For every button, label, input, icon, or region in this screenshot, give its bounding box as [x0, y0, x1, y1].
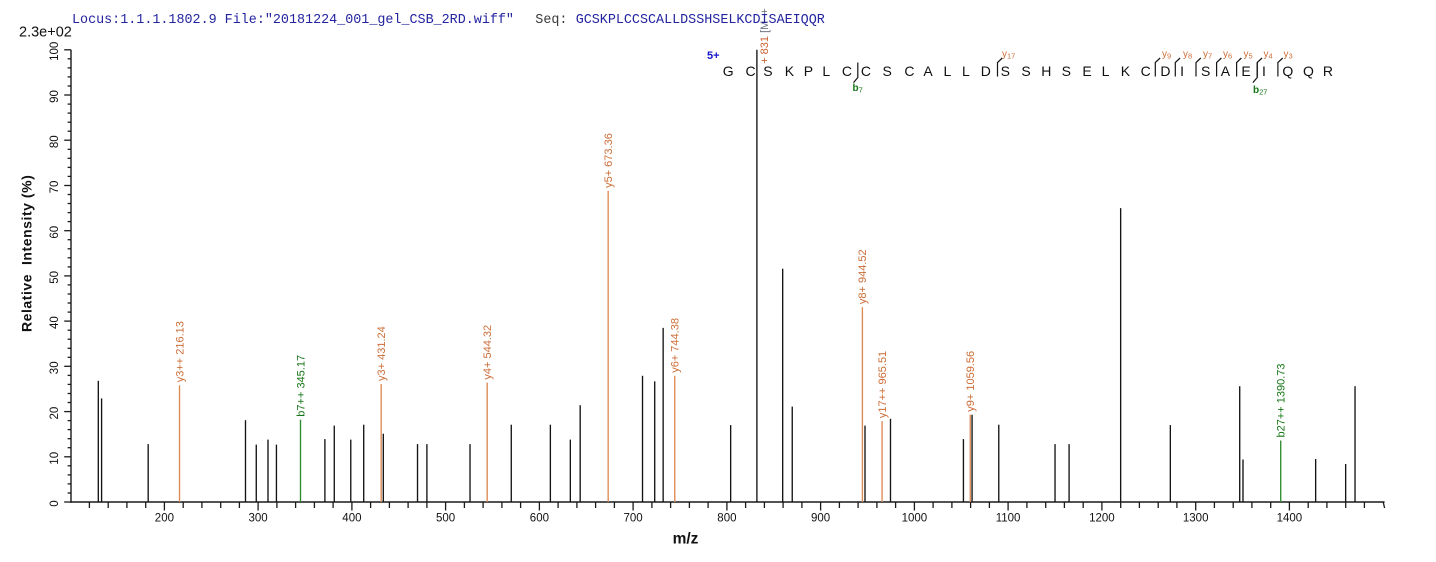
- svg-text:800: 800: [717, 513, 736, 525]
- svg-text:K: K: [1121, 63, 1131, 79]
- svg-text:100: 100: [49, 42, 61, 61]
- svg-text:R: R: [1323, 63, 1333, 79]
- svg-text:y4+ 544.32: y4+ 544.32: [482, 325, 494, 380]
- svg-text:C: C: [746, 63, 756, 79]
- svg-text:H: H: [1041, 63, 1051, 79]
- svg-text:S: S: [883, 63, 892, 79]
- svg-text:b27++ 1390.73: b27++ 1390.73: [1276, 363, 1288, 437]
- svg-text:C: C: [904, 63, 914, 79]
- svg-text:1300: 1300: [1183, 513, 1209, 525]
- svg-text:C: C: [1141, 63, 1151, 79]
- svg-text:40: 40: [49, 316, 61, 329]
- svg-text:S: S: [1001, 63, 1010, 79]
- svg-text:E: E: [1082, 63, 1091, 79]
- svg-text:A: A: [923, 63, 933, 79]
- svg-text:y7: y7: [1203, 49, 1212, 61]
- svg-text:C: C: [842, 63, 852, 79]
- svg-text:20: 20: [49, 407, 61, 420]
- svg-text:500: 500: [436, 513, 455, 525]
- svg-text:S: S: [1021, 63, 1030, 79]
- svg-text:L: L: [822, 63, 830, 79]
- svg-text:70: 70: [49, 181, 61, 194]
- svg-text:y3++ 216.13: y3++ 216.13: [174, 321, 186, 382]
- svg-text:Relative Intensity (%): Relative Intensity (%): [19, 175, 35, 332]
- svg-text:400: 400: [342, 513, 361, 525]
- svg-text:y17++ 965.51: y17++ 965.51: [877, 351, 889, 418]
- svg-text:y17: y17: [1002, 49, 1015, 61]
- svg-text:Seq:: Seq:: [535, 13, 567, 28]
- svg-text:700: 700: [624, 513, 643, 525]
- svg-text:D: D: [1160, 63, 1170, 79]
- svg-text:Locus:1.1.1.1802.9 File:"20181: Locus:1.1.1.1802.9 File:"20181224_001_ge…: [72, 13, 514, 28]
- svg-text:y3: y3: [1284, 49, 1293, 61]
- svg-text:y8+ 944.52: y8+ 944.52: [857, 249, 869, 304]
- svg-text:y3+ 431.24: y3+ 431.24: [376, 326, 388, 381]
- svg-text:y9: y9: [1162, 49, 1171, 61]
- svg-text:L: L: [1102, 63, 1110, 79]
- svg-text:y6+ 744.38: y6+ 744.38: [670, 318, 682, 373]
- svg-text:y6: y6: [1223, 49, 1232, 61]
- svg-text:200: 200: [155, 513, 174, 525]
- svg-text:m/z: m/z: [673, 531, 699, 548]
- svg-text:1000: 1000: [902, 513, 928, 525]
- svg-text:I: I: [1262, 63, 1266, 79]
- svg-text:D: D: [981, 63, 991, 79]
- svg-text:+ 831 [M +: + 831 [M +: [759, 8, 771, 64]
- svg-text:Q: Q: [1282, 63, 1293, 79]
- svg-text:y9+ 1059.56: y9+ 1059.56: [965, 351, 977, 412]
- svg-text:GCSKPLCCSCALLDSSHSELKCDISAEIQQ: GCSKPLCCSCALLDSSHSELKCDISAEIQQR: [576, 13, 825, 28]
- svg-text:K: K: [785, 63, 795, 79]
- svg-text:S: S: [763, 63, 772, 79]
- svg-text:b7++ 345.17: b7++ 345.17: [295, 355, 307, 417]
- svg-text:10: 10: [49, 452, 61, 465]
- svg-text:C: C: [861, 63, 871, 79]
- svg-text:y5+ 673.36: y5+ 673.36: [603, 133, 615, 188]
- svg-text:1100: 1100: [996, 513, 1021, 525]
- svg-text:L: L: [944, 63, 952, 79]
- svg-text:60: 60: [49, 226, 61, 239]
- svg-text:0: 0: [49, 500, 61, 506]
- svg-text:L: L: [962, 63, 970, 79]
- svg-text:300: 300: [249, 513, 268, 525]
- svg-text:I: I: [1180, 63, 1184, 79]
- svg-text:y4: y4: [1264, 49, 1273, 61]
- svg-text:S: S: [1201, 63, 1210, 79]
- svg-text:G: G: [723, 63, 734, 79]
- svg-text:b7: b7: [853, 83, 863, 95]
- svg-text:y8: y8: [1183, 49, 1192, 61]
- svg-text:A: A: [1221, 63, 1231, 79]
- svg-text:90: 90: [49, 90, 61, 103]
- svg-text:y5: y5: [1244, 49, 1253, 61]
- svg-text:b27: b27: [1253, 85, 1267, 97]
- svg-text:1200: 1200: [1089, 513, 1115, 525]
- svg-text:900: 900: [811, 513, 830, 525]
- svg-text:E: E: [1241, 63, 1250, 79]
- svg-text:5+: 5+: [707, 50, 720, 62]
- svg-text:Q: Q: [1303, 63, 1314, 79]
- svg-text:80: 80: [49, 135, 61, 148]
- svg-text:50: 50: [49, 271, 61, 284]
- svg-text:S: S: [1062, 63, 1071, 79]
- svg-text:1400: 1400: [1277, 513, 1303, 525]
- svg-text:P: P: [804, 63, 813, 79]
- svg-text:600: 600: [530, 513, 549, 525]
- svg-text:2.3e+02: 2.3e+02: [19, 25, 72, 41]
- svg-text:30: 30: [49, 361, 61, 374]
